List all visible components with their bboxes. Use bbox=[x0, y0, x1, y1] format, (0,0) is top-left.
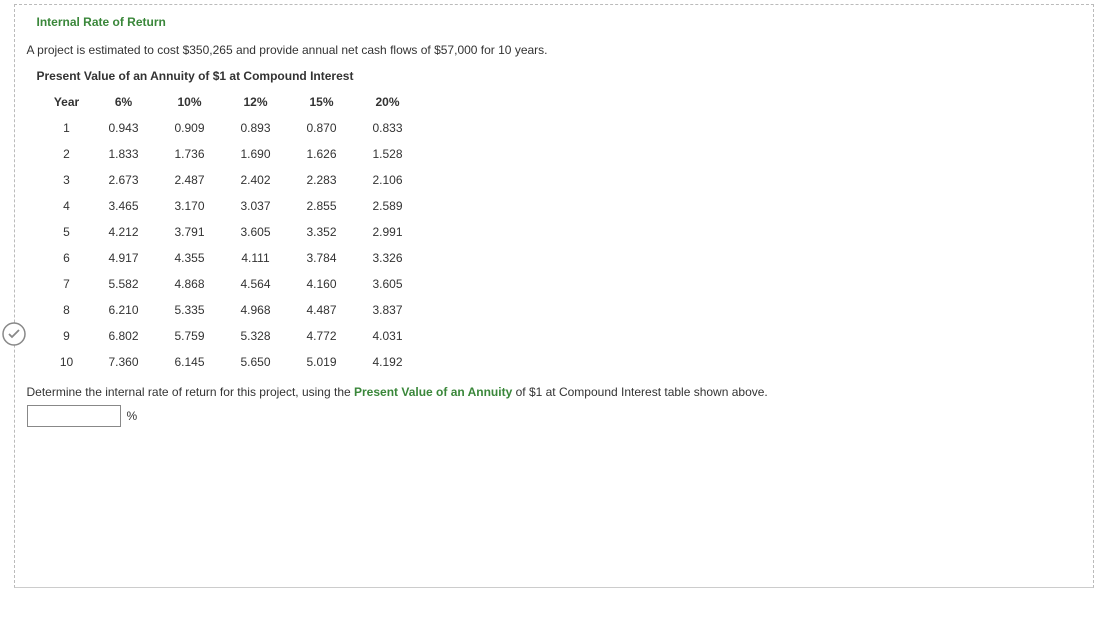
cell-value: 3.791 bbox=[157, 219, 223, 245]
cell-value: 4.968 bbox=[223, 297, 289, 323]
cell-value: 4.111 bbox=[223, 245, 289, 271]
table-row: 43.4653.1703.0372.8552.589 bbox=[43, 193, 421, 219]
cell-value: 6.210 bbox=[91, 297, 157, 323]
cell-value: 3.784 bbox=[289, 245, 355, 271]
cell-value: 4.192 bbox=[355, 349, 421, 375]
col-12pct: 12% bbox=[223, 89, 289, 115]
cell-year: 3 bbox=[43, 167, 91, 193]
table-row: 32.6732.4872.4022.2832.106 bbox=[43, 167, 421, 193]
cell-value: 1.626 bbox=[289, 141, 355, 167]
col-6pct: 6% bbox=[91, 89, 157, 115]
cell-value: 4.564 bbox=[223, 271, 289, 297]
col-10pct: 10% bbox=[157, 89, 223, 115]
table-row: 96.8025.7595.3284.7724.031 bbox=[43, 323, 421, 349]
cell-year: 9 bbox=[43, 323, 91, 349]
cell-value: 4.355 bbox=[157, 245, 223, 271]
cell-year: 4 bbox=[43, 193, 91, 219]
cell-value: 4.868 bbox=[157, 271, 223, 297]
col-20pct: 20% bbox=[355, 89, 421, 115]
cell-value: 2.589 bbox=[355, 193, 421, 219]
cell-value: 0.943 bbox=[91, 115, 157, 141]
cell-value: 2.106 bbox=[355, 167, 421, 193]
cell-year: 5 bbox=[43, 219, 91, 245]
cell-value: 2.283 bbox=[289, 167, 355, 193]
cell-value: 4.487 bbox=[289, 297, 355, 323]
cell-value: 0.870 bbox=[289, 115, 355, 141]
table-row: 64.9174.3554.1113.7843.326 bbox=[43, 245, 421, 271]
cell-value: 0.893 bbox=[223, 115, 289, 141]
cell-value: 6.145 bbox=[157, 349, 223, 375]
cell-value: 0.833 bbox=[355, 115, 421, 141]
cell-year: 6 bbox=[43, 245, 91, 271]
cell-value: 6.802 bbox=[91, 323, 157, 349]
cell-year: 10 bbox=[43, 349, 91, 375]
cell-value: 5.328 bbox=[223, 323, 289, 349]
question-card: Internal Rate of Return A project is est… bbox=[14, 4, 1094, 588]
cell-value: 2.487 bbox=[157, 167, 223, 193]
problem-description: A project is estimated to cost $350,265 … bbox=[15, 35, 1093, 61]
cell-value: 4.772 bbox=[289, 323, 355, 349]
answer-row: % bbox=[15, 399, 1093, 427]
cell-value: 2.402 bbox=[223, 167, 289, 193]
cell-value: 1.528 bbox=[355, 141, 421, 167]
cell-value: 5.759 bbox=[157, 323, 223, 349]
col-year: Year bbox=[43, 89, 91, 115]
cell-value: 3.837 bbox=[355, 297, 421, 323]
cell-value: 3.037 bbox=[223, 193, 289, 219]
cell-value: 3.352 bbox=[289, 219, 355, 245]
cell-value: 5.335 bbox=[157, 297, 223, 323]
pv-annuity-link[interactable]: Present Value of an Annuity bbox=[354, 385, 512, 399]
section-title: Internal Rate of Return bbox=[15, 5, 1093, 35]
table-row: 86.2105.3354.9684.4873.837 bbox=[43, 297, 421, 323]
cell-value: 1.690 bbox=[223, 141, 289, 167]
cell-value: 2.673 bbox=[91, 167, 157, 193]
cell-value: 3.605 bbox=[223, 219, 289, 245]
cell-value: 1.736 bbox=[157, 141, 223, 167]
check-circle-icon bbox=[1, 321, 27, 347]
cell-value: 0.909 bbox=[157, 115, 223, 141]
table-row: 10.9430.9090.8930.8700.833 bbox=[43, 115, 421, 141]
col-15pct: 15% bbox=[289, 89, 355, 115]
cell-value: 4.917 bbox=[91, 245, 157, 271]
annuity-table-body: 10.9430.9090.8930.8700.83321.8331.7361.6… bbox=[43, 115, 421, 375]
cell-value: 3.465 bbox=[91, 193, 157, 219]
question-post: of $1 at Compound Interest table shown a… bbox=[512, 385, 768, 399]
irr-input[interactable] bbox=[27, 405, 121, 427]
cell-value: 3.605 bbox=[355, 271, 421, 297]
cell-value: 4.212 bbox=[91, 219, 157, 245]
table-row: 75.5824.8684.5644.1603.605 bbox=[43, 271, 421, 297]
annuity-table: Year 6% 10% 12% 15% 20% 10.9430.9090.893… bbox=[43, 89, 421, 375]
cell-value: 7.360 bbox=[91, 349, 157, 375]
table-header-row: Year 6% 10% 12% 15% 20% bbox=[43, 89, 421, 115]
cell-value: 2.855 bbox=[289, 193, 355, 219]
cell-value: 3.170 bbox=[157, 193, 223, 219]
cell-value: 2.991 bbox=[355, 219, 421, 245]
table-row: 107.3606.1455.6505.0194.192 bbox=[43, 349, 421, 375]
cell-value: 4.031 bbox=[355, 323, 421, 349]
table-title: Present Value of an Annuity of $1 at Com… bbox=[15, 61, 1093, 87]
percent-label: % bbox=[127, 409, 138, 423]
cell-year: 8 bbox=[43, 297, 91, 323]
question-pre: Determine the internal rate of return fo… bbox=[27, 385, 355, 399]
cell-value: 4.160 bbox=[289, 271, 355, 297]
cell-value: 3.326 bbox=[355, 245, 421, 271]
cell-value: 5.650 bbox=[223, 349, 289, 375]
cell-year: 1 bbox=[43, 115, 91, 141]
table-row: 21.8331.7361.6901.6261.528 bbox=[43, 141, 421, 167]
table-row: 54.2123.7913.6053.3522.991 bbox=[43, 219, 421, 245]
cell-value: 5.019 bbox=[289, 349, 355, 375]
cell-value: 5.582 bbox=[91, 271, 157, 297]
cell-year: 2 bbox=[43, 141, 91, 167]
cell-value: 1.833 bbox=[91, 141, 157, 167]
question-text: Determine the internal rate of return fo… bbox=[15, 375, 1093, 399]
cell-year: 7 bbox=[43, 271, 91, 297]
